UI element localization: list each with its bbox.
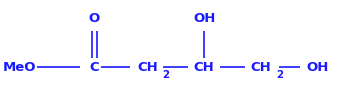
Text: OH: OH <box>193 11 215 24</box>
Text: CH: CH <box>251 61 271 74</box>
Text: CH: CH <box>194 61 214 74</box>
Text: CH: CH <box>137 61 158 74</box>
Text: 2: 2 <box>276 70 283 79</box>
Text: MeO: MeO <box>3 61 36 74</box>
Text: OH: OH <box>306 61 329 74</box>
Text: 2: 2 <box>162 70 169 79</box>
Text: O: O <box>88 11 100 24</box>
Text: C: C <box>89 61 99 74</box>
